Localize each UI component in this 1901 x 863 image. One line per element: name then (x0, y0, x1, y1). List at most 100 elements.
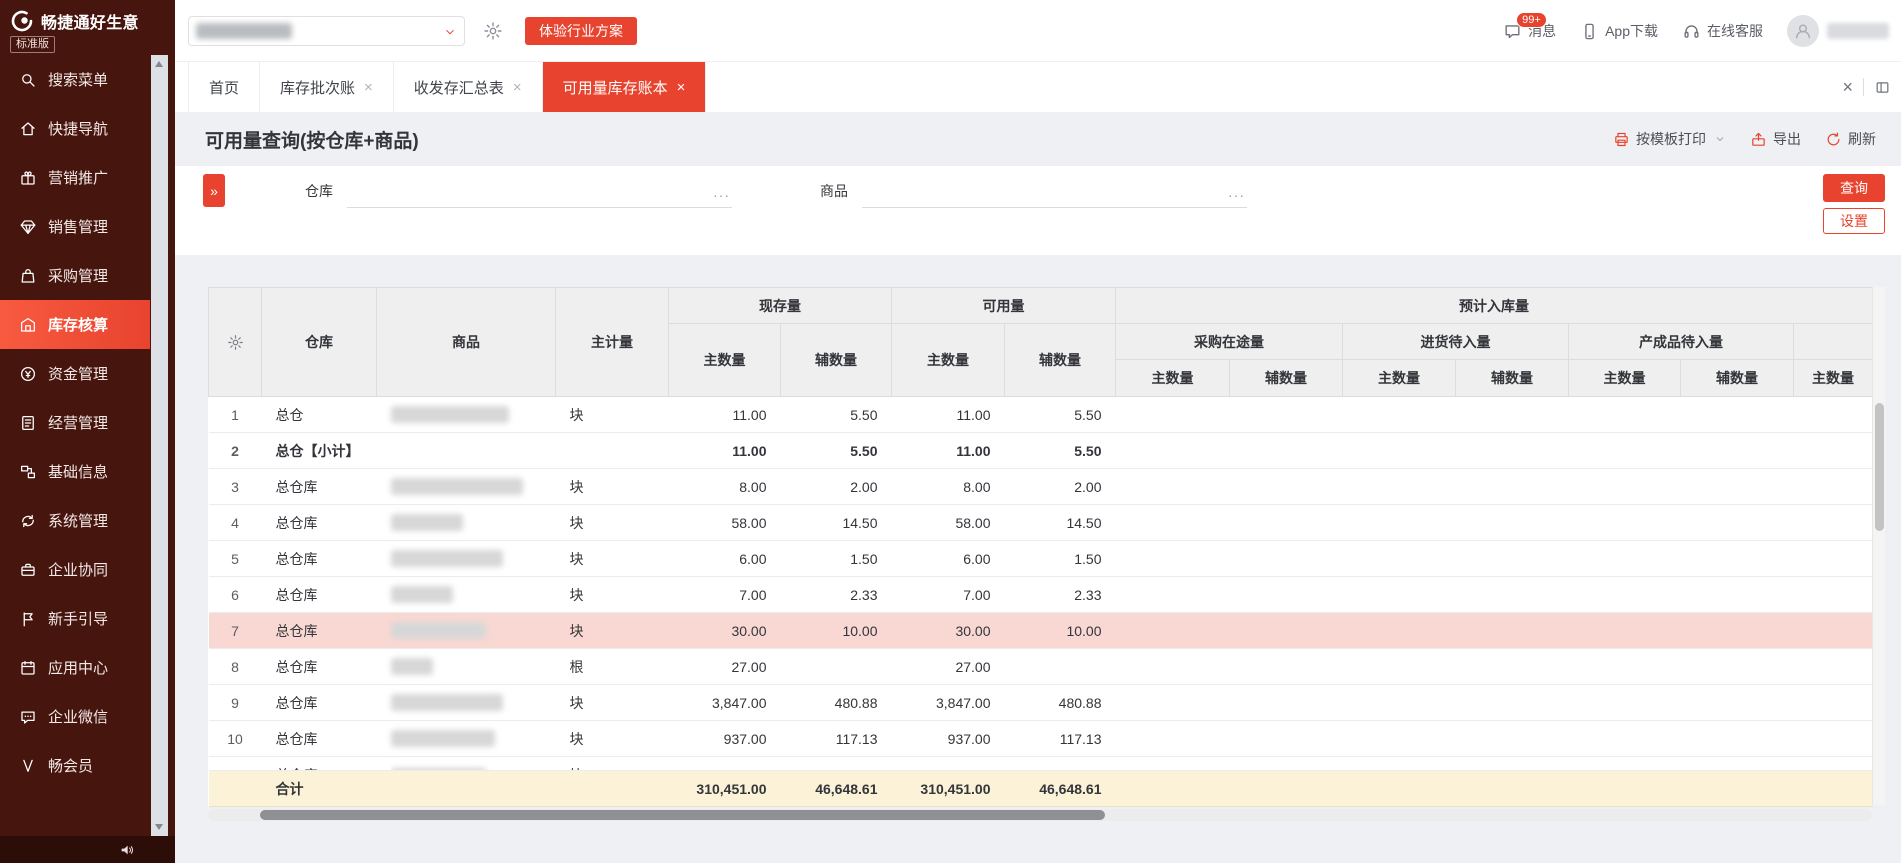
col-header-main-qty[interactable]: 主数量 (1792, 359, 1874, 397)
cell-empty (1115, 684, 1230, 721)
tab-batch-ledger[interactable]: 库存批次账 × (260, 62, 394, 112)
tab-close-icon[interactable]: × (676, 78, 686, 96)
col-header-aux-qty[interactable]: 辅数量 (780, 323, 892, 397)
chevron-down-icon[interactable] (1714, 133, 1726, 145)
sidebar-item-app-center[interactable]: 应用中心 (0, 643, 150, 692)
org-selector[interactable] (188, 15, 465, 46)
query-button[interactable]: 查询 (1823, 174, 1885, 202)
sidebar-item-base-info[interactable]: 基础信息 (0, 447, 150, 496)
scroll-down-icon[interactable] (155, 824, 163, 830)
sidebar-item-system[interactable]: 系统管理 (0, 496, 150, 545)
tab-available-ledger[interactable]: 可用量库存账本 × (542, 62, 707, 112)
panel-toggle-icon[interactable] (1874, 79, 1891, 96)
sidebar-scrollbar[interactable] (151, 55, 168, 836)
settings-button[interactable]: 设置 (1823, 208, 1885, 234)
export-button[interactable]: 导出 (1750, 129, 1801, 149)
vertical-scroll-thumb[interactable] (1875, 403, 1884, 531)
app-download-button[interactable]: App下载 (1580, 21, 1658, 41)
col-header-warehouse[interactable]: 仓库 (261, 287, 377, 397)
table-vertical-scrollbar[interactable] (1872, 287, 1885, 805)
table-row[interactable]: 4 总仓库块 58.00 14.50 58.00 14.50 (208, 504, 1873, 541)
cell-empty (1229, 468, 1343, 505)
sidebar-item-label: 企业微信 (48, 709, 109, 726)
sidebar-item-business[interactable]: 经营管理 (0, 398, 150, 447)
sidebar-item-marketing[interactable]: 营销推广 (0, 153, 150, 202)
table-row[interactable]: 7 总仓库块 30.00 10.00 30.00 10.00 (208, 612, 1873, 649)
col-header-aux-qty[interactable]: 辅数量 (1004, 323, 1116, 397)
table-row[interactable]: 9 总仓库块 3,847.00 480.88 3,847.00 480.88 (208, 684, 1873, 721)
sidebar-item-funds[interactable]: 资金管理 (0, 349, 150, 398)
sidebar-item-inventory[interactable]: 库存核算 (0, 300, 150, 349)
tab-close-icon[interactable]: × (364, 78, 373, 96)
col-header-main-qty[interactable]: 主数量 (1568, 359, 1681, 397)
home-icon (19, 120, 37, 138)
group-purchase-pending-in: 进货待入量 (1342, 323, 1569, 360)
warehouse-more-icon[interactable]: ··· (713, 187, 730, 203)
col-header-main-qty[interactable]: 主数量 (1115, 359, 1230, 397)
tab-inout-summary[interactable]: 收发存汇总表 × (394, 62, 543, 112)
gear-icon[interactable] (227, 334, 244, 351)
cell-qty: 117.13 (780, 720, 892, 757)
cell-qty: 937.00 (891, 720, 1005, 757)
table-horizontal-scrollbar[interactable] (208, 809, 1872, 821)
column-settings-header[interactable] (208, 287, 262, 397)
product-filter-input[interactable]: ··· (862, 178, 1247, 208)
cell-warehouse: 总仓库 (261, 504, 377, 541)
col-header-main-qty[interactable]: 主数量 (891, 323, 1005, 397)
table-row[interactable]: 8 总仓库根 27.00 27.00 (208, 648, 1873, 685)
col-header-main-qty[interactable]: 主数量 (1342, 359, 1456, 397)
cell-seq: 1 (208, 396, 262, 433)
col-header-aux-qty[interactable]: 辅数量 (1680, 359, 1794, 397)
col-header-aux-qty[interactable]: 辅数量 (1455, 359, 1569, 397)
sidebar-item-label: 基础信息 (48, 464, 109, 481)
user-account[interactable] (1787, 15, 1889, 47)
cell-main-unit: 块 (555, 396, 669, 433)
expand-filters-button[interactable]: » (203, 174, 225, 207)
table-row[interactable]: 6 总仓库块 7.00 2.33 7.00 2.33 (208, 576, 1873, 613)
group-expected-inbound: 预计入库量 (1114, 287, 1874, 324)
online-service-button[interactable]: 在线客服 (1682, 21, 1763, 41)
sidebar-item-member[interactable]: 畅会员 (0, 741, 150, 790)
scroll-up-icon[interactable] (155, 61, 163, 67)
tab-home[interactable]: 首页 (188, 62, 261, 112)
sidebar-item-label: 畅会员 (48, 758, 94, 775)
warehouse-filter-input[interactable]: ··· (347, 178, 732, 208)
col-header-main-unit[interactable]: 主计量 (555, 287, 669, 397)
table-row[interactable]: 2 总仓【小计】 11.00 5.50 11.00 5.50 (208, 432, 1873, 469)
chevron-down-icon[interactable] (443, 25, 457, 39)
col-header-main-qty[interactable]: 主数量 (668, 323, 781, 397)
sidebar-item-beginner-guide[interactable]: 新手引导 (0, 594, 150, 643)
sidebar-item-enterprise-wechat[interactable]: 企业微信 (0, 692, 150, 741)
cell-qty: 480.88 (780, 684, 892, 721)
experience-plan-button[interactable]: 体验行业方案 (525, 16, 637, 45)
sidebar-item-search-menu[interactable]: 搜索菜单 (0, 55, 150, 104)
messages-button[interactable]: 消息 99+ (1503, 12, 1556, 41)
sidebar-item-collaboration[interactable]: 企业协同 (0, 545, 150, 594)
refresh-button[interactable]: 刷新 (1825, 129, 1876, 149)
bag-icon (19, 267, 37, 285)
print-by-template-button[interactable]: 按模板打印 (1613, 129, 1726, 149)
table-row[interactable]: 5 总仓库块 6.00 1.50 6.00 1.50 (208, 540, 1873, 577)
col-header-product[interactable]: 商品 (376, 287, 556, 397)
tab-close-icon[interactable]: × (512, 78, 522, 96)
sidebar-item-sales[interactable]: 销售管理 (0, 202, 150, 251)
table-row[interactable]: 3 总仓库块 8.00 2.00 8.00 2.00 (208, 468, 1873, 505)
col-header-aux-qty[interactable]: 辅数量 (1229, 359, 1343, 397)
redacted-product (390, 514, 463, 532)
cell-empty (1793, 612, 1873, 649)
table-row[interactable]: 10 总仓库块 937.00 117.13 937.00 117.13 (208, 720, 1873, 757)
avatar[interactable] (1787, 15, 1819, 47)
speaker-icon[interactable] (119, 842, 135, 858)
product-more-icon[interactable]: ··· (1228, 187, 1245, 203)
redacted-product (390, 730, 495, 748)
sidebar-item-quick-nav[interactable]: 快捷导航 (0, 104, 150, 153)
sidebar-item-purchase[interactable]: 采购管理 (0, 251, 150, 300)
cell-empty (1115, 576, 1230, 613)
gear-icon[interactable] (483, 21, 503, 41)
divider (1863, 78, 1864, 96)
horizontal-scroll-thumb[interactable] (260, 810, 1105, 820)
table-row[interactable]: 1 总仓块 11.00 5.50 11.00 5.50 (208, 396, 1873, 433)
print-label: 按模板打印 (1636, 131, 1706, 147)
close-all-tabs-icon[interactable]: × (1842, 77, 1853, 97)
